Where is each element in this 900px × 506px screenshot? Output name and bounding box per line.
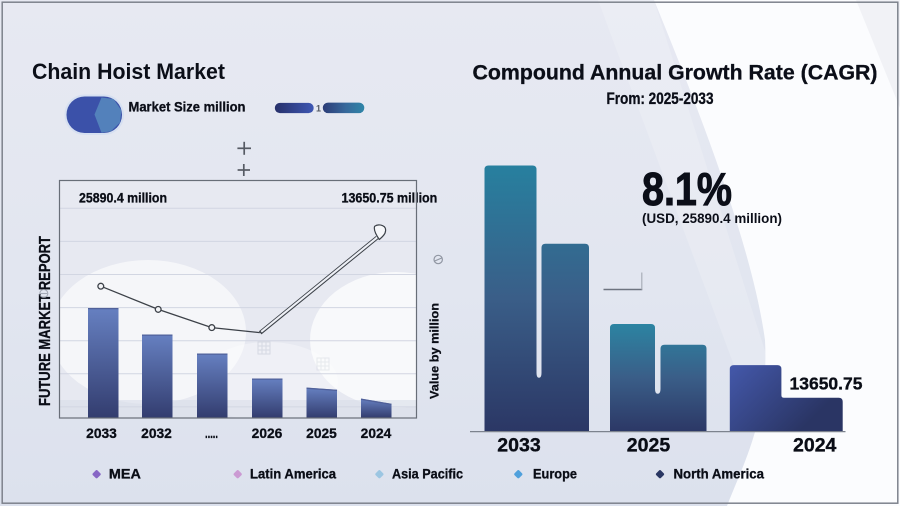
svg-text:FUTURE MARKET REPORT: FUTURE MARKET REPORT	[37, 236, 54, 406]
svg-text:North America: North America	[674, 467, 765, 482]
svg-text:.....: .....	[205, 426, 218, 441]
svg-text:Europe: Europe	[533, 467, 577, 482]
svg-text:Value by million: Value by million	[429, 303, 442, 399]
svg-text:2033: 2033	[86, 426, 117, 441]
svg-text:From: 2025-2033: From: 2025-2033	[607, 90, 714, 108]
svg-text:2024: 2024	[793, 434, 837, 456]
svg-text:2026: 2026	[252, 426, 283, 441]
svg-text:MEA: MEA	[109, 467, 141, 482]
svg-text:2025: 2025	[627, 434, 671, 456]
svg-text:1: 1	[316, 104, 321, 114]
svg-text:Market Size million: Market Size million	[129, 100, 246, 116]
svg-text:2033: 2033	[497, 434, 541, 456]
svg-text:Asia Pacific: Asia Pacific	[392, 467, 463, 482]
svg-text:2032: 2032	[141, 426, 172, 441]
svg-text:2025: 2025	[306, 426, 337, 441]
svg-text:Chain Hoist Market: Chain Hoist Market	[32, 59, 226, 84]
svg-text:13650.75: 13650.75	[790, 374, 863, 394]
svg-text:2024: 2024	[361, 426, 392, 441]
svg-text:25890.4 million: 25890.4 million	[79, 189, 167, 205]
svg-text:8.1%: 8.1%	[642, 163, 732, 215]
svg-text:13650.75 million: 13650.75 million	[342, 189, 438, 205]
svg-text:Compound Annual Growth Rate (C: Compound Annual Growth Rate (CAGR)	[473, 60, 878, 85]
svg-text:Latin America: Latin America	[250, 467, 336, 482]
svg-text:(USD, 25890.4 million): (USD, 25890.4 million)	[642, 211, 782, 226]
